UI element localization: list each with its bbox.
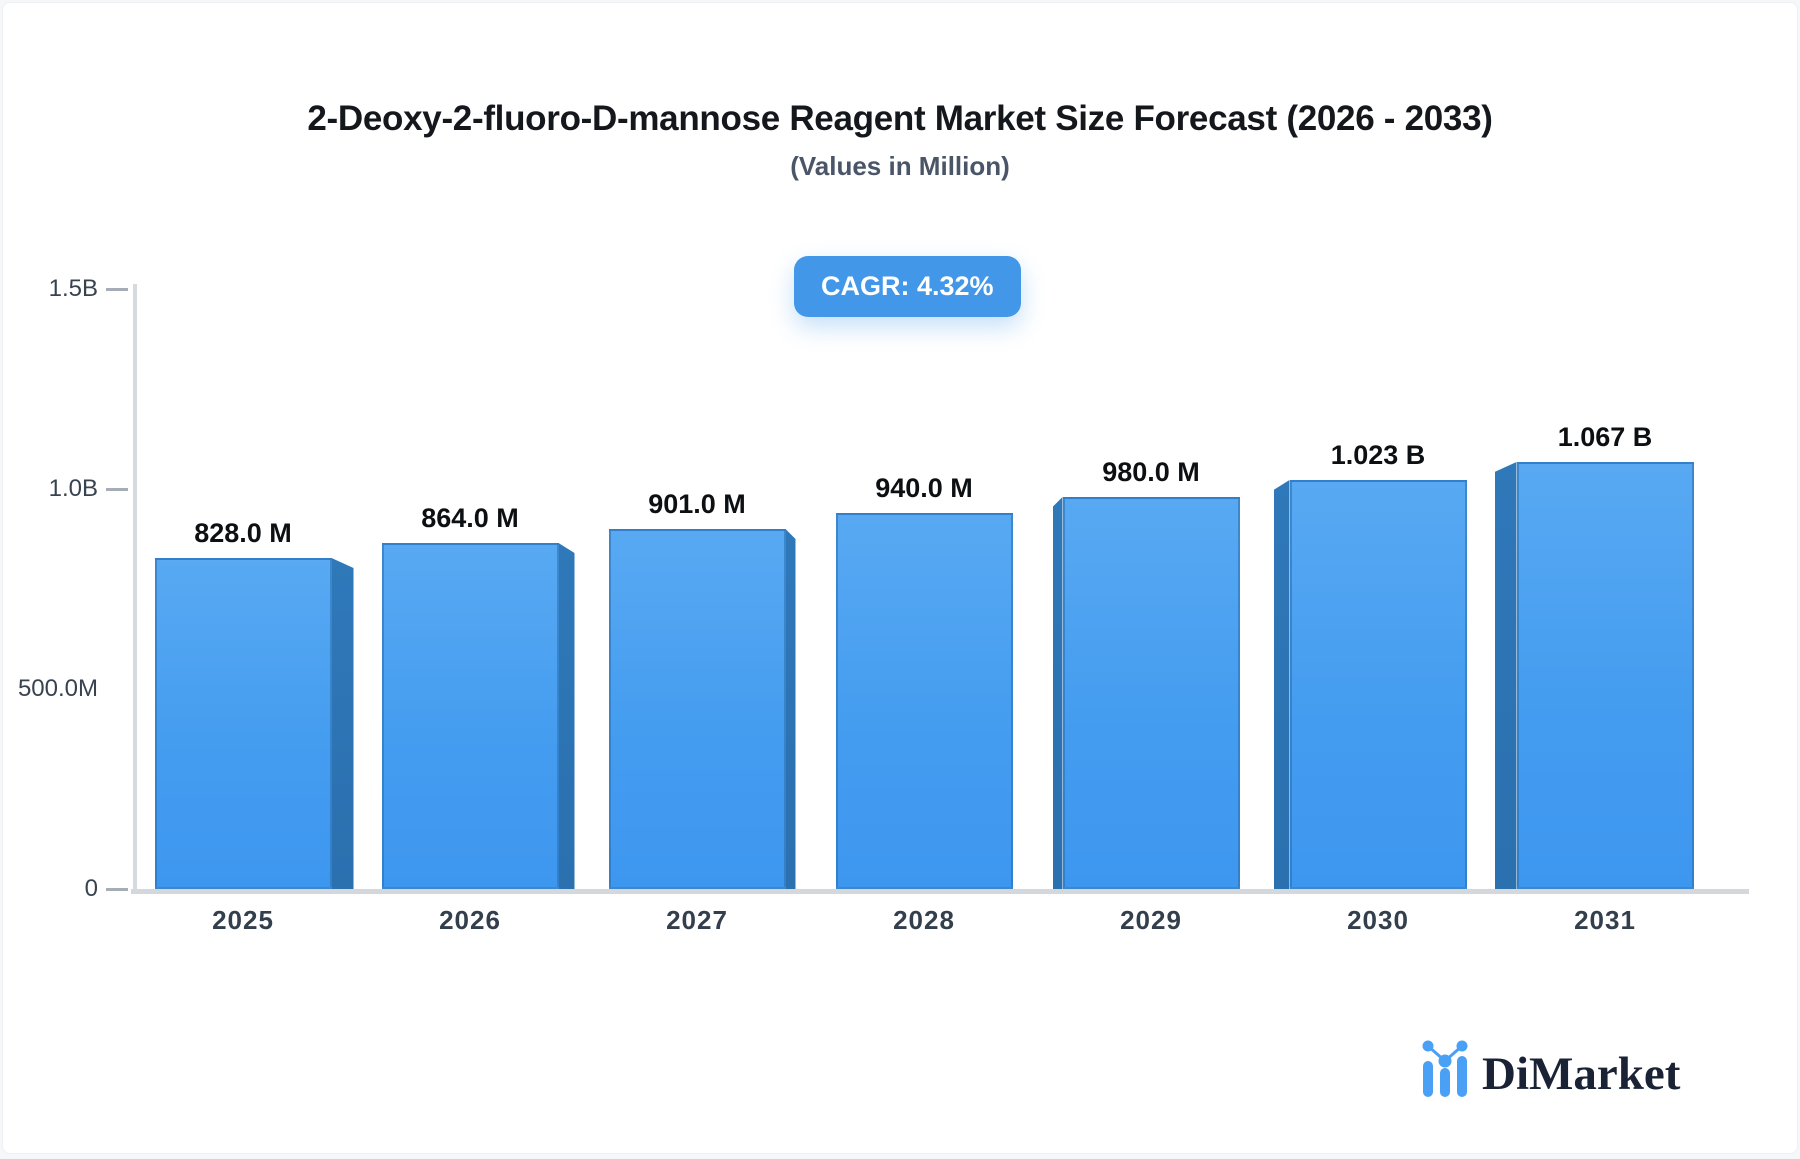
bar-value-label: 940.0 M [875,473,973,503]
y-axis-tick-label: 0 [84,875,98,902]
chart-subtitle: (Values in Million) [790,151,1010,181]
bar-value-label: 828.0 M [194,518,292,548]
x-axis-baseline [131,889,1749,894]
x-axis-label: 2031 [1574,905,1636,935]
chart-title: 2-Deoxy-2-fluoro-D-mannose Reagent Marke… [307,99,1493,138]
bar-side-face [785,529,796,889]
y-axis-tick-label: 500.0M [17,675,98,702]
bar-side-face [1494,462,1517,889]
bar-side-face [1052,497,1063,889]
y-axis-tick-mark [106,288,128,291]
cagr-badge: CAGR: 4.32% [794,256,1021,317]
bar-2028 [835,513,1013,889]
bar-chart-logo-icon [1422,1039,1468,1102]
x-axis-label: 2025 [212,905,274,935]
bar-value-label: 901.0 M [648,489,746,519]
bar-side-face [1273,480,1290,889]
bar-side-face [331,558,354,889]
bar-value-label: 1.067 B [1557,422,1653,452]
bar-2027 [608,529,786,889]
x-axis-label: 2029 [1120,905,1182,935]
x-axis-label: 2026 [439,905,501,935]
y-axis-tick-label: 1.5B [48,275,98,302]
bar-2029 [1062,497,1240,889]
bar-side-face [558,543,575,889]
y-axis-line [133,284,137,889]
bar-2031 [1516,462,1694,889]
plot-area: 1.5B 1.0B 500.0M 0 828.0 M 2025 864.0 M 2026 901… [3,3,1800,1159]
y-axis-tick-mark [106,888,128,891]
x-axis-label: 2028 [893,905,955,935]
y-axis-tick-label: 1.0B [48,475,98,502]
bar-value-label: 980.0 M [1102,457,1200,487]
brand-logo: DiMarket [1422,1039,1680,1102]
brand-name: DiMarket [1482,1047,1681,1100]
bar-value-label: 864.0 M [421,503,519,533]
bar-2030 [1289,480,1467,889]
bar-2026 [381,543,559,889]
bar-value-label: 1.023 B [1330,440,1426,470]
bar-2025 [154,558,332,889]
x-axis-label: 2027 [666,905,728,935]
y-axis-tick-mark [106,488,128,491]
x-axis-label: 2030 [1347,905,1409,935]
